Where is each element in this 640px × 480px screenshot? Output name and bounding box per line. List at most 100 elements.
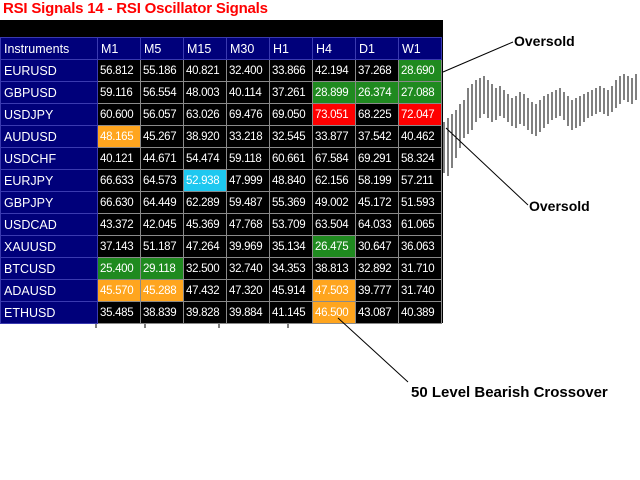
rsi-value-cell[interactable]: 28.690 bbox=[398, 59, 442, 82]
table-row[interactable]: USDJPY 60.600 56.057 63.026 69.476 69.050 73.0… bbox=[0, 103, 442, 126]
instrument-name[interactable]: EURJPY bbox=[0, 169, 98, 192]
rsi-value-cell[interactable]: 40.114 bbox=[226, 81, 270, 104]
rsi-value-cell[interactable]: 56.812 bbox=[97, 59, 141, 82]
rsi-value-cell[interactable]: 49.002 bbox=[312, 191, 356, 214]
rsi-value-cell[interactable]: 69.476 bbox=[226, 103, 270, 126]
rsi-value-cell[interactable]: 56.554 bbox=[140, 81, 184, 104]
rsi-value-cell[interactable]: 26.475 bbox=[312, 235, 356, 258]
rsi-value-cell[interactable]: 45.369 bbox=[183, 213, 227, 236]
rsi-value-cell[interactable]: 57.211 bbox=[398, 169, 442, 192]
rsi-value-cell[interactable]: 53.709 bbox=[269, 213, 313, 236]
rsi-value-cell[interactable]: 39.969 bbox=[226, 235, 270, 258]
instrument-name[interactable]: ETHUSD bbox=[0, 301, 98, 324]
column-header-m1[interactable]: M1 bbox=[97, 37, 141, 60]
table-row[interactable]: BTCUSD 25.400 29.118 32.500 32.740 34.353 38.8… bbox=[0, 257, 442, 280]
rsi-value-cell[interactable]: 31.710 bbox=[398, 257, 442, 280]
rsi-value-cell[interactable]: 45.570 bbox=[97, 279, 141, 302]
column-header-m30[interactable]: M30 bbox=[226, 37, 270, 60]
rsi-value-cell[interactable]: 62.156 bbox=[312, 169, 356, 192]
rsi-value-cell[interactable]: 58.199 bbox=[355, 169, 399, 192]
table-row[interactable]: USDCAD 43.372 42.045 45.369 47.768 53.709 63.5… bbox=[0, 213, 442, 236]
rsi-value-cell[interactable]: 58.324 bbox=[398, 147, 442, 170]
rsi-value-cell[interactable]: 59.116 bbox=[97, 81, 141, 104]
column-header-instruments[interactable]: Instruments bbox=[0, 37, 98, 60]
rsi-value-cell[interactable]: 66.633 bbox=[97, 169, 141, 192]
rsi-value-cell[interactable]: 47.320 bbox=[226, 279, 270, 302]
rsi-value-cell[interactable]: 32.545 bbox=[269, 125, 313, 148]
rsi-value-cell[interactable]: 45.914 bbox=[269, 279, 313, 302]
rsi-value-cell[interactable]: 62.289 bbox=[183, 191, 227, 214]
rsi-value-cell[interactable]: 38.839 bbox=[140, 301, 184, 324]
rsi-value-cell[interactable]: 26.374 bbox=[355, 81, 399, 104]
rsi-value-cell[interactable]: 48.840 bbox=[269, 169, 313, 192]
rsi-value-cell[interactable]: 60.600 bbox=[97, 103, 141, 126]
rsi-value-cell[interactable]: 25.400 bbox=[97, 257, 141, 280]
table-row[interactable]: GBPJPY 66.630 64.449 62.289 59.487 55.369 49.0… bbox=[0, 191, 442, 214]
rsi-value-cell[interactable]: 51.187 bbox=[140, 235, 184, 258]
rsi-value-cell[interactable]: 37.542 bbox=[355, 125, 399, 148]
rsi-value-cell[interactable]: 29.118 bbox=[140, 257, 184, 280]
instrument-name[interactable]: USDCAD bbox=[0, 213, 98, 236]
rsi-value-cell[interactable]: 46.500 bbox=[312, 301, 356, 324]
table-row[interactable]: EURJPY 66.633 64.573 52.938 47.999 48.840 62.1… bbox=[0, 169, 442, 192]
rsi-value-cell[interactable]: 39.777 bbox=[355, 279, 399, 302]
rsi-value-cell[interactable]: 45.172 bbox=[355, 191, 399, 214]
rsi-value-cell[interactable]: 55.186 bbox=[140, 59, 184, 82]
rsi-value-cell[interactable]: 33.866 bbox=[269, 59, 313, 82]
rsi-value-cell[interactable]: 47.999 bbox=[226, 169, 270, 192]
rsi-value-cell[interactable]: 41.145 bbox=[269, 301, 313, 324]
rsi-value-cell[interactable]: 39.828 bbox=[183, 301, 227, 324]
rsi-value-cell[interactable]: 47.768 bbox=[226, 213, 270, 236]
rsi-value-cell[interactable]: 40.462 bbox=[398, 125, 442, 148]
column-header-h4[interactable]: H4 bbox=[312, 37, 356, 60]
rsi-value-cell[interactable]: 40.121 bbox=[97, 147, 141, 170]
rsi-value-cell[interactable]: 32.500 bbox=[183, 257, 227, 280]
rsi-value-cell[interactable]: 63.026 bbox=[183, 103, 227, 126]
rsi-value-cell[interactable]: 54.474 bbox=[183, 147, 227, 170]
instrument-name[interactable]: GBPJPY bbox=[0, 191, 98, 214]
rsi-value-cell[interactable]: 35.134 bbox=[269, 235, 313, 258]
table-row[interactable]: AUDUSD 48.165 45.267 38.920 33.218 32.545 33.8… bbox=[0, 125, 442, 148]
rsi-value-cell[interactable]: 69.291 bbox=[355, 147, 399, 170]
rsi-value-cell[interactable]: 33.877 bbox=[312, 125, 356, 148]
table-row[interactable]: GBPUSD 59.116 56.554 48.003 40.114 37.261 28.8… bbox=[0, 81, 442, 104]
rsi-value-cell[interactable]: 32.892 bbox=[355, 257, 399, 280]
rsi-value-cell[interactable]: 61.065 bbox=[398, 213, 442, 236]
rsi-value-cell[interactable]: 40.821 bbox=[183, 59, 227, 82]
instrument-name[interactable]: GBPUSD bbox=[0, 81, 98, 104]
rsi-value-cell[interactable]: 35.485 bbox=[97, 301, 141, 324]
rsi-value-cell[interactable]: 30.647 bbox=[355, 235, 399, 258]
rsi-value-cell[interactable]: 38.813 bbox=[312, 257, 356, 280]
instrument-name[interactable]: USDCHF bbox=[0, 147, 98, 170]
instrument-name[interactable]: ADAUSD bbox=[0, 279, 98, 302]
rsi-value-cell[interactable]: 60.661 bbox=[269, 147, 313, 170]
instrument-name[interactable]: AUDUSD bbox=[0, 125, 98, 148]
rsi-value-cell[interactable]: 72.047 bbox=[398, 103, 442, 126]
rsi-value-cell[interactable]: 52.938 bbox=[183, 169, 227, 192]
rsi-value-cell[interactable]: 45.288 bbox=[140, 279, 184, 302]
rsi-value-cell[interactable]: 33.218 bbox=[226, 125, 270, 148]
rsi-value-cell[interactable]: 43.372 bbox=[97, 213, 141, 236]
rsi-value-cell[interactable]: 47.432 bbox=[183, 279, 227, 302]
rsi-value-cell[interactable]: 27.088 bbox=[398, 81, 442, 104]
rsi-value-cell[interactable]: 32.400 bbox=[226, 59, 270, 82]
rsi-value-cell[interactable]: 51.593 bbox=[398, 191, 442, 214]
rsi-value-cell[interactable]: 42.045 bbox=[140, 213, 184, 236]
instrument-name[interactable]: USDJPY bbox=[0, 103, 98, 126]
table-row[interactable]: XAUUSD 37.143 51.187 47.264 39.969 35.134 26.4… bbox=[0, 235, 442, 258]
rsi-value-cell[interactable]: 68.225 bbox=[355, 103, 399, 126]
rsi-value-cell[interactable]: 66.630 bbox=[97, 191, 141, 214]
rsi-value-cell[interactable]: 73.051 bbox=[312, 103, 356, 126]
rsi-value-cell[interactable]: 47.264 bbox=[183, 235, 227, 258]
rsi-value-cell[interactable]: 32.740 bbox=[226, 257, 270, 280]
table-row[interactable]: EURUSD 56.812 55.186 40.821 32.400 33.866 42.1… bbox=[0, 59, 442, 82]
rsi-value-cell[interactable]: 40.389 bbox=[398, 301, 442, 324]
rsi-value-cell[interactable]: 56.057 bbox=[140, 103, 184, 126]
column-header-d1[interactable]: D1 bbox=[355, 37, 399, 60]
rsi-value-cell[interactable]: 64.449 bbox=[140, 191, 184, 214]
rsi-value-cell[interactable]: 38.920 bbox=[183, 125, 227, 148]
rsi-value-cell[interactable]: 34.353 bbox=[269, 257, 313, 280]
table-row[interactable]: USDCHF 40.121 44.671 54.474 59.118 60.661 67.5… bbox=[0, 147, 442, 170]
rsi-value-cell[interactable]: 63.504 bbox=[312, 213, 356, 236]
rsi-value-cell[interactable]: 48.003 bbox=[183, 81, 227, 104]
